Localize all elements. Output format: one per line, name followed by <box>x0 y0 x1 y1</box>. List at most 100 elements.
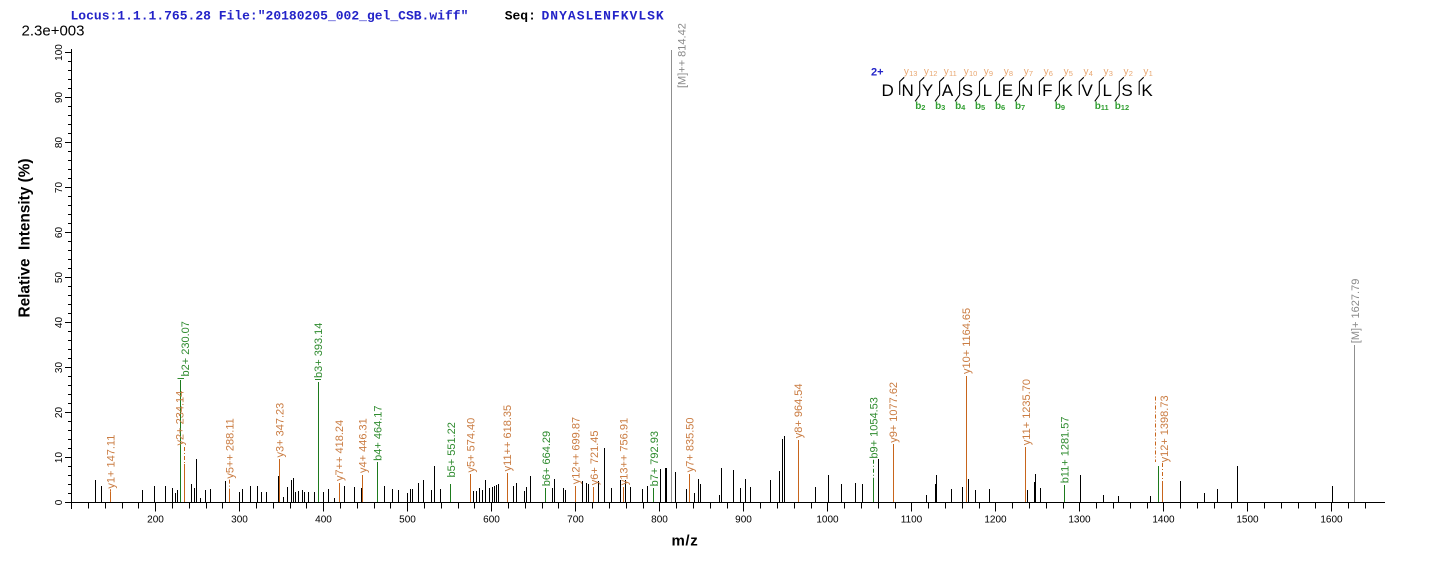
svg-text:b7+ 792.93: b7+ 792.93 <box>649 431 661 486</box>
svg-text:b: b <box>1015 101 1021 112</box>
svg-text:y12+ 1398.73: y12+ 1398.73 <box>1159 395 1171 462</box>
svg-text:S: S <box>1121 81 1132 100</box>
svg-text:Seq:: Seq: <box>505 9 536 24</box>
svg-text:200: 200 <box>147 514 164 525</box>
svg-text:300: 300 <box>231 514 248 525</box>
svg-text:y10+ 1164.65: y10+ 1164.65 <box>961 308 973 374</box>
svg-text:13: 13 <box>909 69 917 78</box>
svg-text:800: 800 <box>651 514 668 525</box>
svg-text:50: 50 <box>54 272 65 284</box>
svg-text:y: y <box>1104 67 1109 78</box>
svg-text:y9+ 1077.62: y9+ 1077.62 <box>888 382 900 443</box>
svg-text:y: y <box>904 67 909 78</box>
svg-text:b9+ 1054.53: b9+ 1054.53 <box>869 397 881 458</box>
svg-text:D: D <box>881 81 893 100</box>
svg-text:[M]+ 1627.79: [M]+ 1627.79 <box>1350 279 1362 344</box>
svg-text:11: 11 <box>949 69 957 78</box>
svg-text:Y: Y <box>922 81 933 100</box>
svg-text:7: 7 <box>1021 103 1025 112</box>
svg-text:b4+ 464.17: b4+ 464.17 <box>373 405 385 460</box>
svg-text:30: 30 <box>54 362 65 374</box>
svg-text:80: 80 <box>54 137 65 149</box>
svg-text:y11++ 618.35: y11++ 618.35 <box>502 405 514 471</box>
svg-text:2: 2 <box>921 103 925 112</box>
svg-text:1100: 1100 <box>901 514 923 525</box>
svg-text:5: 5 <box>981 103 985 112</box>
svg-text:A: A <box>942 81 954 100</box>
svg-text:2: 2 <box>1129 69 1133 78</box>
svg-text:4: 4 <box>961 103 966 112</box>
svg-text:K: K <box>1062 81 1074 100</box>
svg-text:90: 90 <box>54 92 65 104</box>
svg-text:6: 6 <box>1001 103 1005 112</box>
svg-text:0: 0 <box>54 499 65 505</box>
svg-text:20: 20 <box>54 407 65 419</box>
svg-text:S: S <box>962 81 973 100</box>
svg-text:b: b <box>1055 101 1061 112</box>
svg-text:y8+ 964.54: y8+ 964.54 <box>793 383 805 438</box>
svg-text:b: b <box>955 101 961 112</box>
svg-text:70: 70 <box>54 182 65 194</box>
svg-text:y7+ 835.50: y7+ 835.50 <box>685 417 697 472</box>
svg-text:y5++ 288.11: y5++ 288.11 <box>225 418 237 478</box>
svg-text:y: y <box>924 67 929 78</box>
svg-text:b: b <box>915 101 921 112</box>
svg-text:y4+ 446.31: y4+ 446.31 <box>358 418 370 473</box>
svg-text:y3+ 347.23: y3+ 347.23 <box>274 403 286 458</box>
svg-text:10: 10 <box>969 69 977 78</box>
svg-text:V: V <box>1082 81 1094 100</box>
svg-text:b: b <box>1095 101 1101 112</box>
svg-text:y: y <box>1004 67 1009 78</box>
svg-text:9: 9 <box>1061 103 1065 112</box>
svg-text:y: y <box>1044 67 1049 78</box>
svg-text:y11+ 1235.70: y11+ 1235.70 <box>1021 379 1033 445</box>
svg-text:1500: 1500 <box>1236 514 1259 525</box>
svg-text:2+: 2+ <box>871 67 884 79</box>
svg-text:Locus:1.1.1.765.28 File:"20180: Locus:1.1.1.765.28 File:"20180205_002_ge… <box>71 9 469 24</box>
svg-text:b: b <box>995 101 1001 112</box>
svg-text:1200: 1200 <box>984 514 1007 525</box>
svg-text:12: 12 <box>929 69 937 78</box>
svg-text:500: 500 <box>399 514 416 525</box>
svg-text:y6+ 721.45: y6+ 721.45 <box>589 430 601 485</box>
svg-text:m/z: m/z <box>672 533 699 550</box>
svg-text:K: K <box>1141 81 1153 100</box>
svg-text:1600: 1600 <box>1320 514 1343 525</box>
svg-text:8: 8 <box>1009 69 1013 78</box>
svg-text:N: N <box>1021 81 1033 100</box>
svg-text:4: 4 <box>1089 69 1093 78</box>
svg-text:N: N <box>901 81 913 100</box>
svg-text:y: y <box>1124 67 1129 78</box>
svg-text:E: E <box>1002 81 1013 100</box>
svg-text:5: 5 <box>1069 69 1073 78</box>
svg-text:9: 9 <box>989 69 993 78</box>
svg-text:y5+ 574.40: y5+ 574.40 <box>465 418 477 473</box>
svg-text:y: y <box>1143 67 1148 78</box>
svg-text:y13++ 756.91: y13++ 756.91 <box>619 418 631 485</box>
svg-text:100: 100 <box>54 44 65 61</box>
svg-text:1400: 1400 <box>1152 514 1175 525</box>
svg-text:600: 600 <box>483 514 500 525</box>
svg-text:Relative Intensity (%): Relative Intensity (%) <box>17 158 34 317</box>
svg-text:L: L <box>1102 81 1111 100</box>
svg-text:y2+ 234.14: y2+ 234.14 <box>174 391 186 446</box>
svg-text:DNYASLENFKVLSK: DNYASLENFKVLSK <box>542 9 665 24</box>
svg-text:b11+ 1281.57: b11+ 1281.57 <box>1059 417 1071 484</box>
svg-text:10: 10 <box>54 452 65 464</box>
svg-text:y: y <box>944 67 949 78</box>
svg-text:b: b <box>935 101 941 112</box>
svg-text:y: y <box>1084 67 1089 78</box>
svg-text:y: y <box>1064 67 1069 78</box>
svg-text:60: 60 <box>54 227 65 239</box>
svg-text:L: L <box>983 81 992 100</box>
svg-text:[M]++ 814.42: [M]++ 814.42 <box>677 23 689 88</box>
svg-text:y7++ 418.24: y7++ 418.24 <box>334 420 346 481</box>
svg-text:7: 7 <box>1029 69 1033 78</box>
svg-text:3: 3 <box>941 103 945 112</box>
svg-text:b2+ 230.07: b2+ 230.07 <box>180 321 192 376</box>
svg-text:1: 1 <box>1149 69 1153 78</box>
svg-text:3: 3 <box>1109 69 1113 78</box>
svg-text:b3+ 393.14: b3+ 393.14 <box>313 323 325 378</box>
svg-text:y: y <box>964 67 969 78</box>
svg-text:900: 900 <box>735 514 752 525</box>
